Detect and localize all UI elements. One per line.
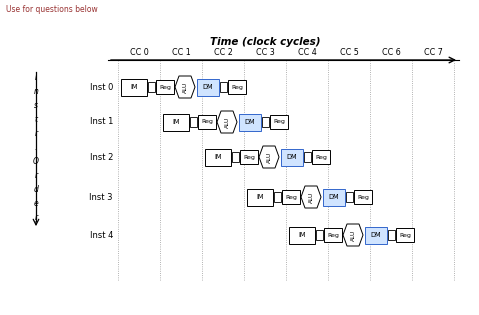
Bar (198, 115, 216, 129)
Text: I: I (35, 72, 37, 82)
Bar (262, 117, 269, 127)
Bar (396, 228, 414, 242)
Bar (190, 117, 197, 127)
Polygon shape (259, 146, 279, 168)
Text: Inst 3: Inst 3 (90, 192, 113, 202)
Text: CC 2: CC 2 (214, 48, 232, 57)
Text: Reg: Reg (327, 232, 339, 238)
Bar (312, 150, 330, 164)
Bar (163, 113, 189, 130)
Text: Reg: Reg (231, 84, 243, 89)
Text: Reg: Reg (357, 194, 369, 199)
Bar (388, 230, 395, 240)
Bar (239, 113, 261, 130)
Text: DM: DM (245, 119, 255, 125)
Text: DM: DM (371, 232, 381, 238)
Text: Inst 4: Inst 4 (90, 231, 113, 239)
Bar (205, 148, 231, 165)
Bar (289, 226, 315, 243)
Bar (156, 80, 174, 94)
Bar (197, 78, 219, 95)
Text: IM: IM (298, 232, 306, 238)
Text: s: s (34, 100, 38, 110)
Bar (121, 78, 147, 95)
Text: Reg: Reg (243, 154, 255, 159)
Text: r: r (34, 170, 37, 180)
Text: CC 4: CC 4 (297, 48, 316, 57)
Text: CC 7: CC 7 (423, 48, 443, 57)
Text: Inst 0: Inst 0 (90, 83, 113, 91)
Polygon shape (175, 76, 195, 98)
Text: Reg: Reg (201, 119, 213, 124)
Polygon shape (343, 224, 363, 246)
Bar (346, 192, 353, 202)
Text: r: r (34, 213, 37, 221)
Text: e: e (34, 198, 38, 208)
Text: n: n (34, 87, 38, 95)
Text: CC 3: CC 3 (256, 48, 274, 57)
Bar (281, 148, 303, 165)
Bar (270, 115, 288, 129)
Text: ALU: ALU (266, 152, 272, 163)
Text: CC 6: CC 6 (382, 48, 400, 57)
Bar (228, 80, 246, 94)
Bar (316, 230, 323, 240)
Text: IM: IM (172, 119, 180, 125)
Text: IM: IM (214, 154, 222, 160)
Text: d: d (34, 185, 38, 193)
Text: CC 0: CC 0 (130, 48, 148, 57)
Polygon shape (217, 111, 237, 133)
Text: ALU: ALU (308, 192, 313, 203)
Text: Reg: Reg (273, 119, 285, 124)
Text: CC 1: CC 1 (171, 48, 190, 57)
Text: Use for questions below: Use for questions below (6, 5, 98, 14)
Bar (220, 82, 227, 92)
Bar (323, 188, 345, 205)
Bar (365, 226, 387, 243)
Text: r: r (34, 129, 37, 138)
Text: Reg: Reg (159, 84, 171, 89)
Text: t: t (34, 114, 37, 123)
Text: ALU: ALU (225, 116, 229, 128)
Text: Inst 2: Inst 2 (90, 152, 113, 162)
Text: Reg: Reg (285, 194, 297, 199)
Text: Inst 1: Inst 1 (90, 117, 113, 127)
Text: DM: DM (329, 194, 339, 200)
Polygon shape (301, 186, 321, 208)
Bar (354, 190, 372, 204)
Bar (240, 150, 258, 164)
Bar (148, 82, 155, 92)
Text: CC 5: CC 5 (340, 48, 358, 57)
Bar (282, 190, 300, 204)
Text: IM: IM (256, 194, 264, 200)
Text: ALU: ALU (351, 229, 355, 241)
Text: O: O (33, 157, 39, 165)
Bar (304, 152, 311, 162)
Bar (247, 188, 273, 205)
Bar (232, 152, 239, 162)
Text: .: . (35, 142, 37, 152)
Text: ALU: ALU (182, 81, 187, 93)
Text: DM: DM (203, 84, 213, 90)
Bar (274, 192, 281, 202)
Text: Time (clock cycles): Time (clock cycles) (210, 37, 320, 47)
Text: Reg: Reg (315, 154, 327, 159)
Bar (324, 228, 342, 242)
Text: IM: IM (130, 84, 138, 90)
Text: Reg: Reg (399, 232, 411, 238)
Text: DM: DM (287, 154, 297, 160)
